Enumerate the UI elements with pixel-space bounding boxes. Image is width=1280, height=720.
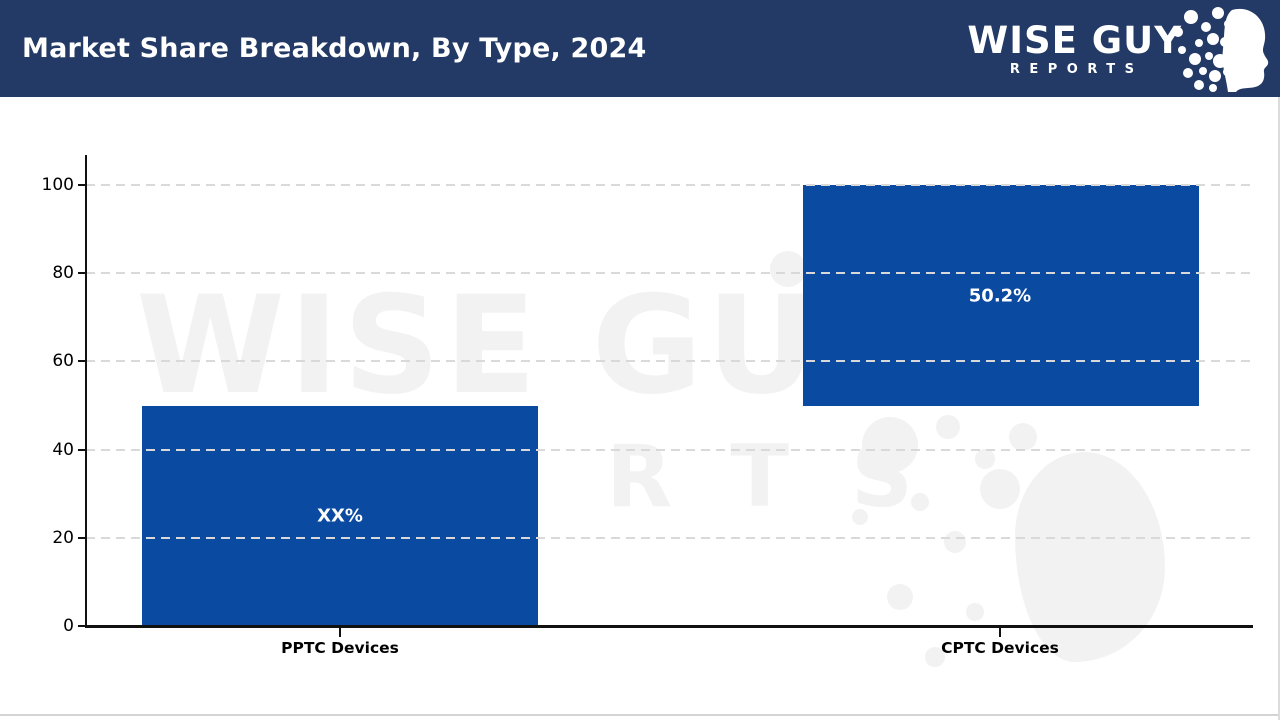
gridline-100 <box>86 184 1253 186</box>
bar-value-label: XX% <box>317 505 363 527</box>
y-tick-label: 0 <box>63 616 74 636</box>
x-tick-mark <box>339 628 341 637</box>
watermark-dot <box>980 469 1020 509</box>
y-tick-label: 80 <box>52 263 74 284</box>
y-axis-line <box>85 155 87 628</box>
bar-pptc-devices[interactable] <box>142 406 538 626</box>
page-title: Market Share Breakdown, By Type, 2024 <box>22 33 647 64</box>
wise-guy-logo: WISE GUY REPORTS <box>967 4 1272 94</box>
bar-cptc-devices[interactable] <box>803 185 1199 407</box>
logo-wordmark-line1: WISE GUY <box>967 19 1182 62</box>
y-tick-mark <box>78 272 86 275</box>
bottom-border-line <box>0 714 1278 716</box>
y-tick-label: 60 <box>52 351 74 372</box>
watermark-dot <box>852 509 868 525</box>
watermark-dot <box>975 449 995 469</box>
y-tick-label: 20 <box>52 527 74 548</box>
y-tick-mark <box>78 448 86 451</box>
chart-area: WISE GUY RTS XX% 50.2% 0 20 40 60 80 100 PPTC … <box>0 97 1280 720</box>
watermark-dot <box>966 603 984 621</box>
y-tick-mark <box>78 360 86 363</box>
y-tick-label: 100 <box>41 175 74 195</box>
bar-value-label: 50.2% <box>968 285 1032 307</box>
watermark-dot <box>911 493 929 511</box>
x-tick-mark <box>999 628 1001 637</box>
watermark-letters: RTS <box>606 427 975 527</box>
watermark-dot <box>936 415 960 439</box>
y-tick-mark <box>78 536 86 539</box>
y-tick-label: 40 <box>52 439 74 460</box>
watermark-dot <box>1009 423 1037 451</box>
watermark-dot <box>862 417 918 473</box>
gridline-80 <box>86 272 1253 275</box>
gridline-60 <box>86 360 1253 363</box>
watermark-dot <box>925 647 945 667</box>
y-tick-mark <box>78 184 86 186</box>
watermark-dot <box>887 584 913 610</box>
logo-wordmark: WISE GUY REPORTS <box>967 19 1182 78</box>
logo-face-icon <box>1173 7 1269 92</box>
watermark-dot <box>787 295 807 315</box>
watermark-wordmark: WISE GUY <box>136 267 922 424</box>
gridline-40 <box>86 448 1253 451</box>
logo-wordmark-line2: REPORTS <box>1009 62 1144 77</box>
gridline-20 <box>86 536 1253 539</box>
y-tick-mark <box>78 625 86 627</box>
watermark-face-blob <box>1015 452 1165 662</box>
x-axis-line <box>85 625 1253 628</box>
watermark-dot <box>944 531 966 553</box>
watermark-dot <box>770 251 806 287</box>
x-category-label: PPTC Devices <box>281 639 399 657</box>
header-bar: Market Share Breakdown, By Type, 2024 WI… <box>0 0 1280 97</box>
x-category-label: CPTC Devices <box>941 639 1059 657</box>
